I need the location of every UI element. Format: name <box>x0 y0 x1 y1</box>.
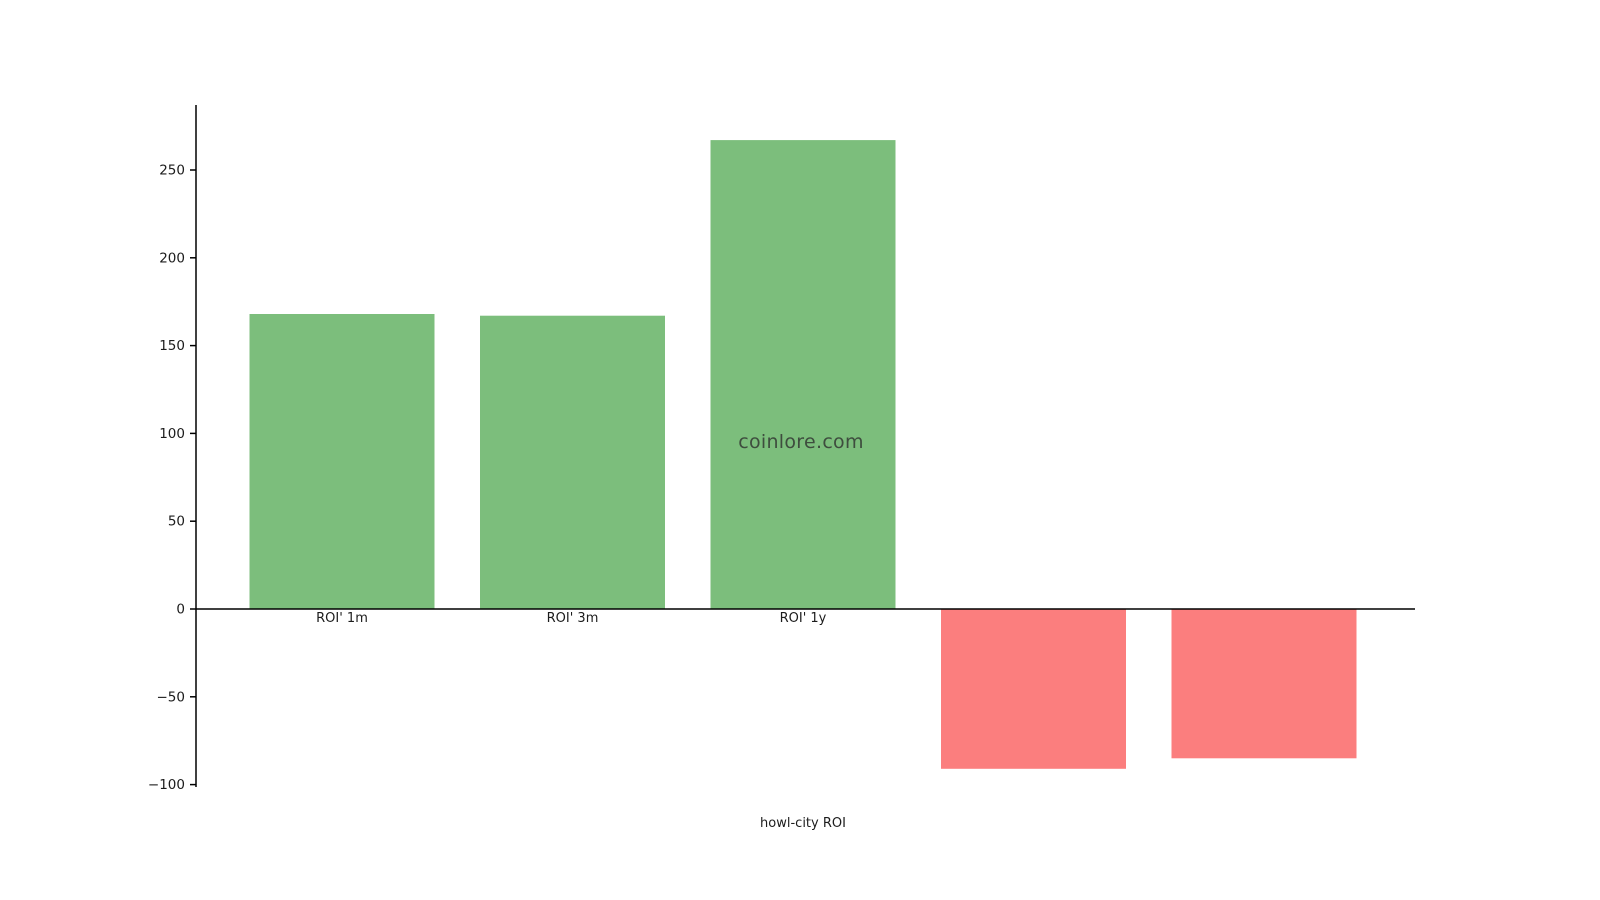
y-tick-label: 250 <box>159 163 185 179</box>
y-tick-label: 100 <box>159 426 185 442</box>
y-tick-label: 50 <box>168 514 185 530</box>
x-axis-title: howl-city ROI <box>760 816 846 831</box>
y-tick-label: 200 <box>159 250 185 266</box>
bar-unlabeled-5 <box>1171 609 1357 759</box>
x-tick-label: ROI' 1y <box>780 611 827 626</box>
x-tick-label: ROI' 3m <box>547 611 599 626</box>
y-tick-label: 150 <box>159 338 185 354</box>
x-tick-label: ROI' 1m <box>316 611 368 626</box>
bar-roi-1m <box>249 314 435 609</box>
bar-roi-3m <box>480 315 665 609</box>
bar-unlabeled-4 <box>941 609 1126 769</box>
bar-roi-1y <box>710 140 896 609</box>
y-tick-label: 0 <box>176 602 185 618</box>
y-tick-label: −100 <box>148 777 185 793</box>
y-tick-label: −50 <box>157 689 186 705</box>
